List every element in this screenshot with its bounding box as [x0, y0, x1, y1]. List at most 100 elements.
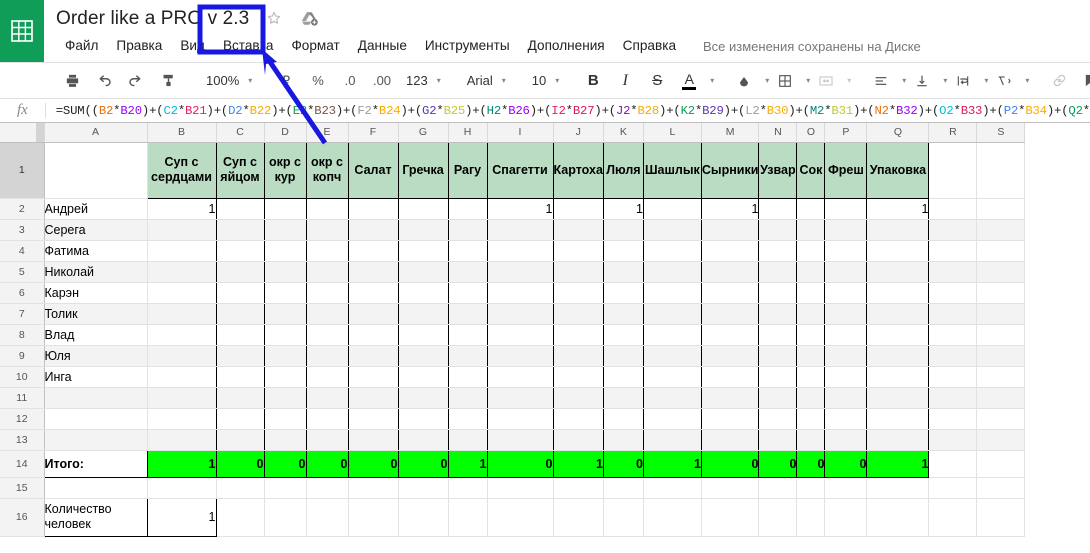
column-header-e[interactable]: E — [306, 123, 349, 143]
cell-m12[interactable] — [701, 408, 760, 430]
cell-n4[interactable] — [758, 240, 798, 262]
row-header-4[interactable]: 4 — [0, 240, 45, 262]
row-header-11[interactable]: 11 — [0, 387, 45, 409]
cell-r9[interactable] — [928, 345, 978, 367]
cell-j5[interactable] — [553, 261, 604, 283]
cell-h8[interactable] — [448, 324, 488, 346]
cell-r16[interactable] — [928, 498, 978, 537]
people-count-label[interactable]: Количество человек — [43, 497, 148, 537]
cell-d10[interactable] — [264, 366, 307, 388]
dish-header-5[interactable]: Салат — [348, 141, 399, 199]
cell-i2[interactable]: 1 — [487, 198, 554, 220]
cell-b13[interactable] — [146, 429, 217, 451]
cell-d4[interactable] — [264, 240, 307, 262]
cell-c7[interactable] — [216, 303, 265, 325]
cell-c16[interactable] — [216, 498, 265, 537]
column-header-j[interactable]: J — [553, 123, 604, 143]
cell-q11[interactable] — [866, 387, 930, 409]
cell-k13[interactable] — [603, 429, 644, 451]
cell-m7[interactable] — [701, 303, 760, 325]
cell-p13[interactable] — [824, 429, 868, 451]
cell-h13[interactable] — [448, 429, 488, 451]
cell-i15[interactable] — [487, 477, 554, 499]
row-header-1[interactable]: 1 — [0, 142, 45, 199]
merge-cells-icon[interactable] — [813, 68, 839, 94]
column-header-q[interactable]: Q — [866, 123, 930, 143]
cell-s16[interactable] — [976, 498, 1026, 537]
row-header-3[interactable]: 3 — [0, 219, 45, 241]
cell-h16[interactable] — [448, 498, 488, 537]
cell-d9[interactable] — [264, 345, 307, 367]
cell-e12[interactable] — [306, 408, 349, 430]
cell-f2[interactable] — [348, 198, 399, 220]
person-name-cell-6[interactable]: Карэн — [44, 282, 148, 304]
cell-j4[interactable] — [553, 240, 604, 262]
cell-j6[interactable] — [553, 282, 604, 304]
dish-header-16[interactable]: Упаковка — [866, 141, 930, 199]
cell-l7[interactable] — [643, 303, 702, 325]
dish-header-14[interactable]: Сок — [796, 141, 826, 199]
cell-s3[interactable] — [976, 219, 1026, 241]
percent-format-button[interactable]: % — [312, 73, 324, 88]
text-color-button[interactable]: A — [676, 68, 702, 94]
cell-h5[interactable] — [448, 261, 488, 283]
cell-i5[interactable] — [487, 261, 554, 283]
cell-h11[interactable] — [448, 387, 488, 409]
cell-d12[interactable] — [264, 408, 307, 430]
cell-r11[interactable] — [928, 387, 978, 409]
cell-r14[interactable] — [928, 450, 978, 478]
cell-s1[interactable] — [976, 142, 1026, 199]
column-header-p[interactable]: P — [824, 123, 868, 143]
total-cell-q[interactable]: 1 — [866, 449, 930, 478]
cell-p4[interactable] — [824, 240, 868, 262]
sheets-logo-icon[interactable] — [0, 0, 44, 62]
cell-m9[interactable] — [701, 345, 760, 367]
cell-j9[interactable] — [553, 345, 604, 367]
cell-p10[interactable] — [824, 366, 868, 388]
cell-b9[interactable] — [146, 345, 217, 367]
column-header-r[interactable]: R — [928, 123, 978, 143]
cell-f16[interactable] — [348, 498, 399, 537]
chevron-down-icon[interactable]: ▾ — [806, 76, 811, 85]
total-cell-g[interactable]: 0 — [398, 449, 449, 478]
dish-header-1[interactable]: Суп с сердцами — [146, 141, 217, 199]
total-cell-p[interactable]: 0 — [824, 449, 868, 478]
cell-s2[interactable] — [976, 198, 1026, 220]
total-cell-j[interactable]: 1 — [553, 449, 604, 478]
cell-s13[interactable] — [976, 429, 1026, 451]
cell-q16[interactable] — [866, 498, 930, 537]
cell-m2[interactable]: 1 — [701, 198, 760, 220]
cell-f4[interactable] — [348, 240, 399, 262]
cell-f13[interactable] — [348, 429, 399, 451]
cell-f15[interactable] — [348, 477, 399, 499]
cell-s12[interactable] — [976, 408, 1026, 430]
menu-insert[interactable]: Вставка — [222, 38, 274, 53]
menu-format[interactable]: Формат — [291, 38, 340, 53]
cell-i4[interactable] — [487, 240, 554, 262]
cell-s6[interactable] — [976, 282, 1026, 304]
cell-m15[interactable] — [701, 477, 760, 499]
cell-f6[interactable] — [348, 282, 399, 304]
document-title[interactable]: Order like a PRO v 2.3 — [56, 8, 250, 29]
cell-o12[interactable] — [796, 408, 826, 430]
cell-p16[interactable] — [824, 498, 868, 537]
cell-r6[interactable] — [928, 282, 978, 304]
cell-n10[interactable] — [758, 366, 798, 388]
cell-e4[interactable] — [306, 240, 349, 262]
cell-h15[interactable] — [448, 477, 488, 499]
dish-header-9[interactable]: Картоха — [553, 141, 604, 199]
column-header-m[interactable]: M — [701, 123, 760, 143]
cell-o2[interactable] — [796, 198, 826, 220]
cell-r13[interactable] — [928, 429, 978, 451]
cell-d6[interactable] — [264, 282, 307, 304]
chevron-down-icon[interactable]: ▾ — [984, 76, 989, 85]
cell-e13[interactable] — [306, 429, 349, 451]
cell-c11[interactable] — [216, 387, 265, 409]
cell-g3[interactable] — [398, 219, 449, 241]
cell-h3[interactable] — [448, 219, 488, 241]
column-header-a[interactable]: A — [44, 123, 148, 143]
dish-header-13[interactable]: Узвар — [758, 141, 798, 199]
dish-header-11[interactable]: Шашлык — [643, 141, 702, 199]
cell-l16[interactable] — [643, 498, 702, 537]
cell-i12[interactable] — [487, 408, 554, 430]
